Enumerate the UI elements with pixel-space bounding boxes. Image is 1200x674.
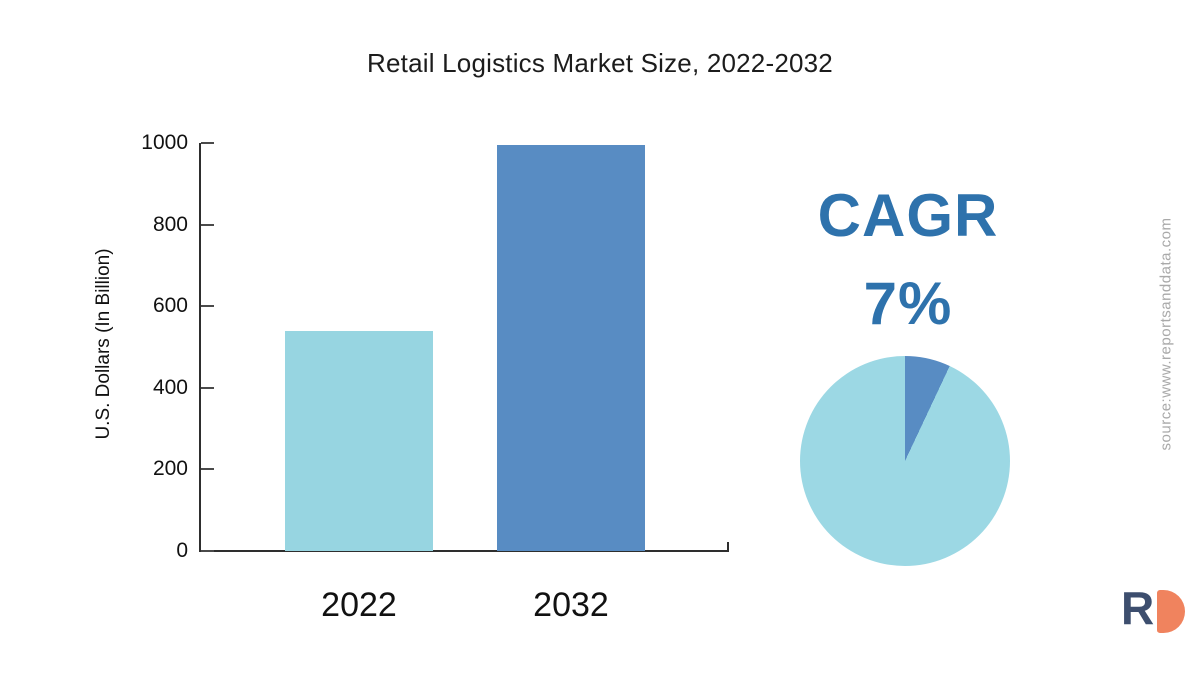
bar-2032 <box>497 145 645 551</box>
cagr-pie-chart <box>800 356 1010 566</box>
y-tick-mark <box>201 142 214 144</box>
x-axis-line <box>199 550 729 552</box>
source-watermark: source:www.reportsanddata.com <box>1157 217 1175 451</box>
y-tick-label: 1000 <box>141 131 188 154</box>
y-tick-mark <box>201 386 214 389</box>
cagr-value: 7% <box>863 270 953 337</box>
bar-2022 <box>285 330 433 551</box>
x-tick-label: 2032 <box>533 586 609 624</box>
y-axis-label: U.S. Dollars (In Billion) <box>93 248 114 440</box>
x-axis-end-tick <box>727 542 729 551</box>
logo-letter-r: R <box>1121 582 1155 634</box>
cagr-annotation: CAGR 7% <box>818 186 999 334</box>
reportsanddata-logo: R <box>1121 585 1191 635</box>
y-tick-label: 800 <box>152 212 188 236</box>
x-tick-label: 2022 <box>321 586 397 624</box>
y-tick-label: 0 <box>176 539 188 562</box>
cagr-label: CAGR <box>817 182 999 249</box>
logo-d-shape <box>1157 590 1185 633</box>
y-tick-label: 600 <box>152 294 188 318</box>
y-tick-mark <box>201 550 214 552</box>
y-tick-label: 200 <box>152 457 188 481</box>
y-tick-mark <box>201 305 214 308</box>
y-tick-mark <box>201 223 214 226</box>
chart-title: Retail Logistics Market Size, 2022-2032 <box>367 48 833 78</box>
y-tick-label: 400 <box>152 375 188 399</box>
y-axis-line <box>199 143 201 552</box>
y-tick-mark <box>201 468 214 471</box>
